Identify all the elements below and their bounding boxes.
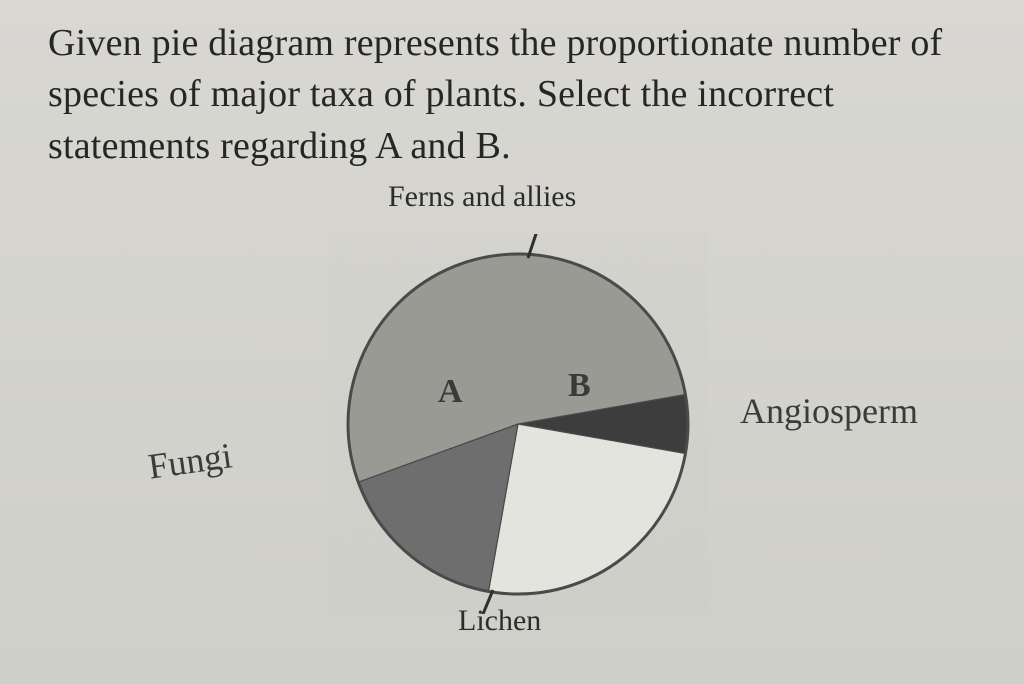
slice-B: [488, 424, 685, 594]
slice-label-A: A: [438, 373, 463, 410]
slice-label-B: B: [568, 367, 591, 404]
label-ferns: Ferns and allies: [388, 180, 576, 214]
pie-chart: A B: [328, 234, 708, 614]
figure-wrap: Ferns and allies A B Fungi Angiosperm Li…: [158, 180, 878, 640]
hand-label-angiosperm: Angiosperm: [740, 390, 918, 432]
label-lichen: Lichen: [458, 604, 541, 638]
hand-label-fungi: Fungi: [145, 434, 234, 487]
page-root: Given pie diagram represents the proport…: [0, 0, 1024, 684]
question-text: Given pie diagram represents the proport…: [48, 18, 988, 172]
